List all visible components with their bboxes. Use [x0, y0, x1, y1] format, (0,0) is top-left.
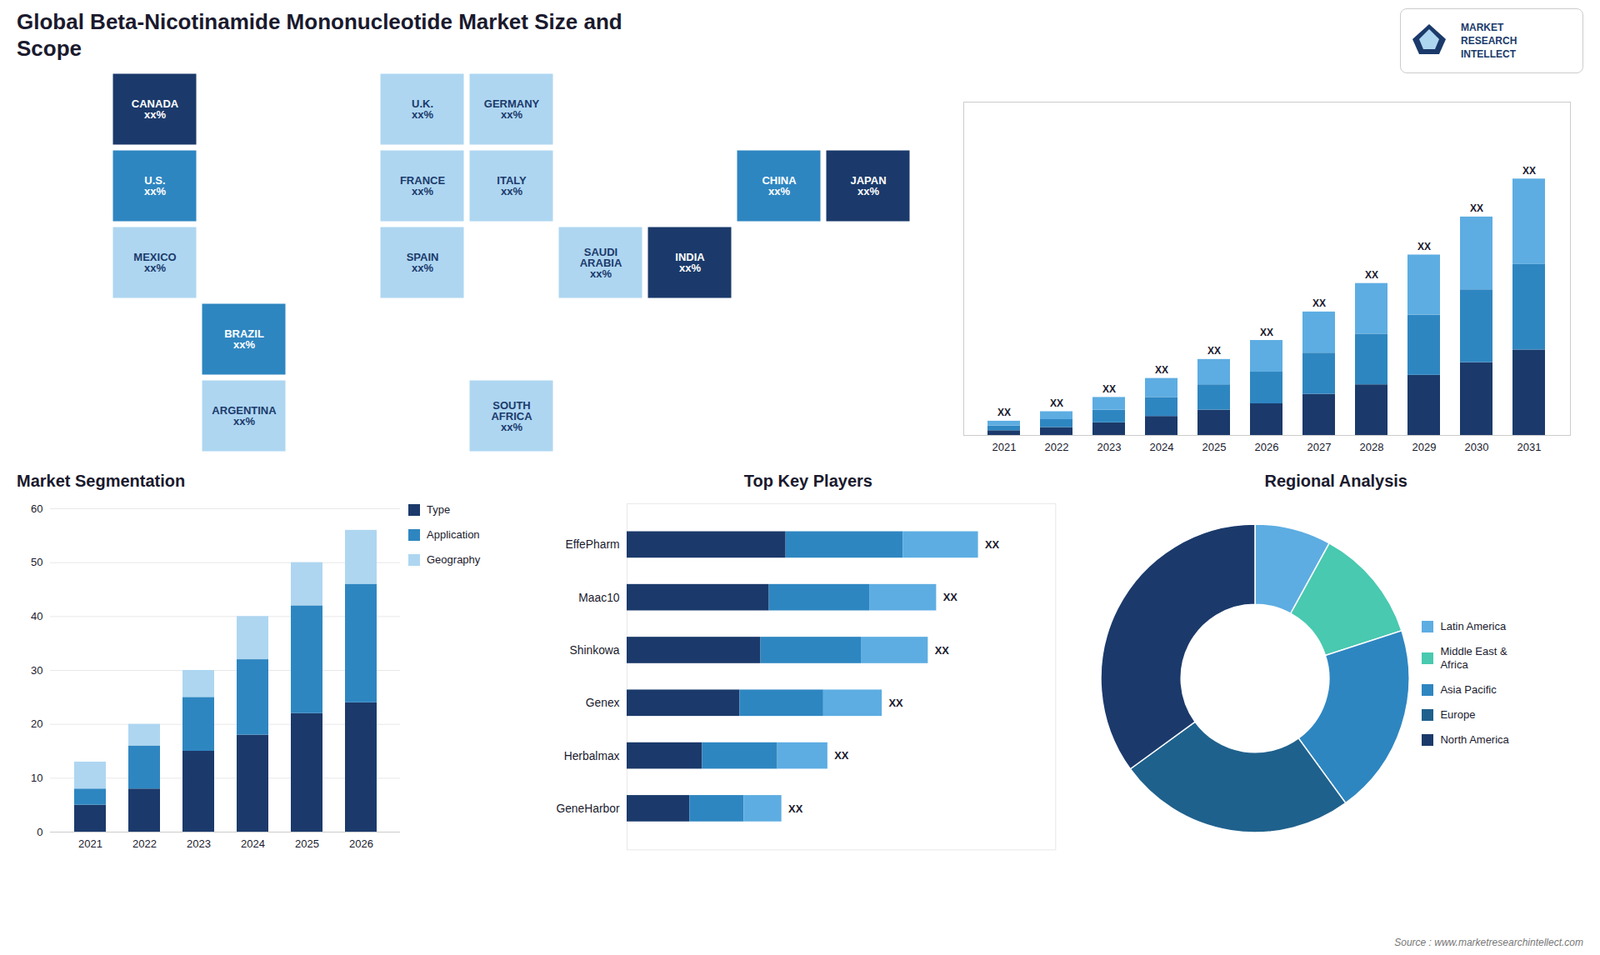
svg-text:2029: 2029 [1412, 440, 1437, 454]
svg-text:2021: 2021 [992, 440, 1017, 454]
svg-text:2026: 2026 [349, 837, 374, 850]
svg-text:Herbalmax: Herbalmax [564, 749, 620, 763]
svg-text:EffePharm: EffePharm [565, 537, 620, 551]
html-text:INTELLECT: INTELLECT [1460, 48, 1516, 60]
svg-text:CHINAxx%: CHINAxx% [761, 174, 797, 198]
html-text:Asia Pacific: Asia Pacific [1440, 683, 1497, 696]
html-text:MARKET: MARKET [1460, 21, 1504, 34]
svg-text:XX: XX [1470, 202, 1484, 215]
svg-text:JAPANxx%: JAPANxx% [850, 174, 886, 198]
svg-text:2025: 2025 [1202, 440, 1227, 454]
html-text:North America: North America [1440, 733, 1509, 746]
svg-text:XX: XX [1102, 383, 1116, 395]
html-text:Europe: Europe [1440, 708, 1476, 721]
svg-text:20: 20 [30, 717, 43, 730]
html-text:Application: Application [426, 528, 480, 541]
svg-text:60: 60 [30, 502, 43, 515]
html-text:Source : www.marketresearchint: Source : www.marketresearchintellect.com [1394, 936, 1584, 949]
svg-text:INDIAxx%: INDIAxx% [675, 250, 705, 275]
svg-text:FRANCExx%: FRANCExx% [400, 174, 445, 198]
svg-text:2023: 2023 [186, 837, 211, 850]
svg-text:0: 0 [36, 825, 43, 839]
html-text:Regional Analysis: Regional Analysis [1264, 471, 1408, 490]
svg-text:2026: 2026 [1255, 440, 1280, 454]
svg-text:30: 30 [30, 664, 43, 677]
svg-text:2021: 2021 [78, 837, 103, 850]
html-text:Global Beta-Nicotinamide Monon: Global Beta-Nicotinamide Mononucleotide … [16, 9, 623, 61]
html-text:Geography: Geography [426, 553, 481, 566]
svg-text:2022: 2022 [132, 837, 157, 850]
svg-text:U.K.xx%: U.K.xx% [411, 97, 434, 121]
svg-text:XX: XX [1050, 397, 1064, 410]
svg-text:2022: 2022 [1045, 440, 1070, 454]
svg-text:XX: XX [1207, 345, 1221, 357]
svg-text:XX: XX [1417, 240, 1431, 253]
svg-text:XX: XX [985, 538, 1000, 551]
svg-text:2024: 2024 [240, 837, 265, 850]
svg-text:SPAINxx%: SPAINxx% [406, 250, 440, 275]
svg-text:GERMANYxx%: GERMANYxx% [484, 97, 540, 121]
svg-text:2025: 2025 [295, 837, 320, 850]
svg-text:XX: XX [1312, 297, 1326, 310]
svg-text:SAUDIARABIAxx%: SAUDIARABIAxx% [580, 245, 623, 280]
svg-text:XX: XX [788, 802, 804, 815]
svg-text:XX: XX [935, 644, 950, 657]
html-text:Latin America: Latin America [1440, 620, 1506, 633]
svg-text:XX: XX [1365, 269, 1379, 281]
svg-text:2024: 2024 [1150, 440, 1175, 454]
html-text:Top Key Players: Top Key Players [744, 471, 873, 490]
svg-text:U.S.xx%: U.S.xx% [144, 174, 166, 198]
html-text:RESEARCH: RESEARCH [1460, 35, 1517, 47]
svg-text:BRAZILxx%: BRAZILxx% [224, 327, 265, 351]
svg-text:XX: XX [835, 749, 850, 762]
svg-text:2030: 2030 [1465, 440, 1490, 454]
svg-text:GeneHarbor: GeneHarbor [556, 801, 620, 815]
svg-text:Genex: Genex [585, 695, 620, 710]
svg-text:ARGENTINAxx%: ARGENTINAxx% [211, 404, 277, 428]
svg-text:XX: XX [943, 590, 959, 604]
svg-text:2027: 2027 [1307, 440, 1332, 454]
svg-text:CANADAxx%: CANADAxx% [131, 97, 180, 121]
svg-text:Maac10: Maac10 [579, 590, 621, 605]
svg-text:SOUTHAFRICAxx%: SOUTHAFRICAxx% [490, 399, 533, 434]
svg-text:40: 40 [30, 610, 43, 623]
svg-text:MEXICOxx%: MEXICOxx% [133, 250, 176, 275]
svg-text:2031: 2031 [1517, 440, 1542, 454]
svg-text:ITALYxx%: ITALYxx% [496, 174, 527, 198]
svg-text:2028: 2028 [1360, 440, 1385, 454]
html-text:Market Segmentation: Market Segmentation [16, 471, 186, 490]
svg-text:2023: 2023 [1097, 440, 1122, 454]
svg-text:XX: XX [1155, 364, 1169, 376]
svg-text:XX: XX [1260, 326, 1274, 339]
svg-text:10: 10 [30, 771, 43, 785]
html-text:Middle East & Africa: Middle East & Africa [1440, 645, 1508, 671]
html-text:Type: Type [426, 503, 451, 516]
svg-text:XX: XX [889, 696, 905, 710]
svg-text:XX: XX [1522, 165, 1536, 177]
svg-text:Shinkowa: Shinkowa [570, 643, 620, 657]
svg-text:XX: XX [997, 406, 1011, 419]
svg-text:50: 50 [30, 555, 43, 569]
